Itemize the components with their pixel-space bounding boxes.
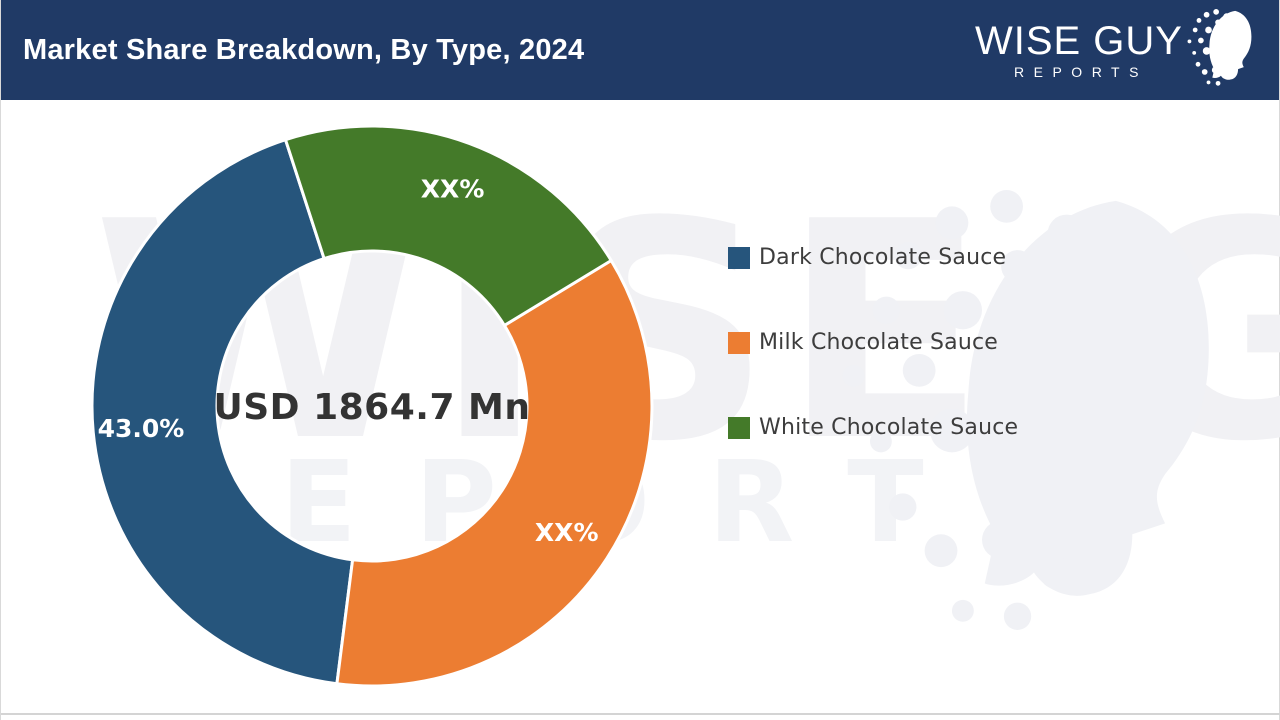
donut-chart: 43.0% XX% XX% <box>90 124 654 688</box>
pie-slice-milk-chocolate-sauce <box>335 259 654 688</box>
legend-item: Dark Chocolate Sauce <box>728 245 1018 270</box>
face-profile-icon <box>1187 9 1252 86</box>
chart-center-value: USD 1864.7 Mn <box>213 386 531 428</box>
legend-item: Milk Chocolate Sauce <box>728 330 1018 355</box>
slice-percent-label: 43.0% <box>98 414 185 443</box>
pie-slice-white-chocolate-sauce <box>284 124 613 327</box>
brand-name: WISE GUY <box>974 19 1183 63</box>
header-bar: Market Share Breakdown, By Type, 2024 WI… <box>1 0 1279 100</box>
chart-area: WISE GUY REPORTS 43.0%XX%XX% USD 1864. <box>1 100 1280 716</box>
legend-label: Milk Chocolate Sauce <box>759 330 999 355</box>
brand-logo-text: WISE GUY REPORTS <box>975 21 1183 79</box>
slice-percent-label: XX% <box>535 518 599 547</box>
legend-item: White Chocolate Sauce <box>728 415 1018 440</box>
brand-logo: WISE GUY REPORTS <box>975 9 1253 91</box>
brand-subname: REPORTS <box>1014 64 1148 80</box>
legend-label: Dark Chocolate Sauce <box>759 245 1007 270</box>
legend-label: White Chocolate Sauce <box>759 415 1019 440</box>
legend-swatch-milk-chocolate <box>728 331 750 354</box>
legend-swatch-white-chocolate <box>728 416 750 439</box>
bottom-divider <box>1 713 1280 715</box>
legend-swatch-dark-chocolate <box>728 246 750 269</box>
pie-slice-dark-chocolate-sauce <box>90 138 355 686</box>
page-title: Market Share Breakdown, By Type, 2024 <box>23 33 585 66</box>
legend: Dark Chocolate Sauce Milk Chocolate Sauc… <box>728 245 1018 440</box>
slice-percent-label: XX% <box>421 175 485 204</box>
